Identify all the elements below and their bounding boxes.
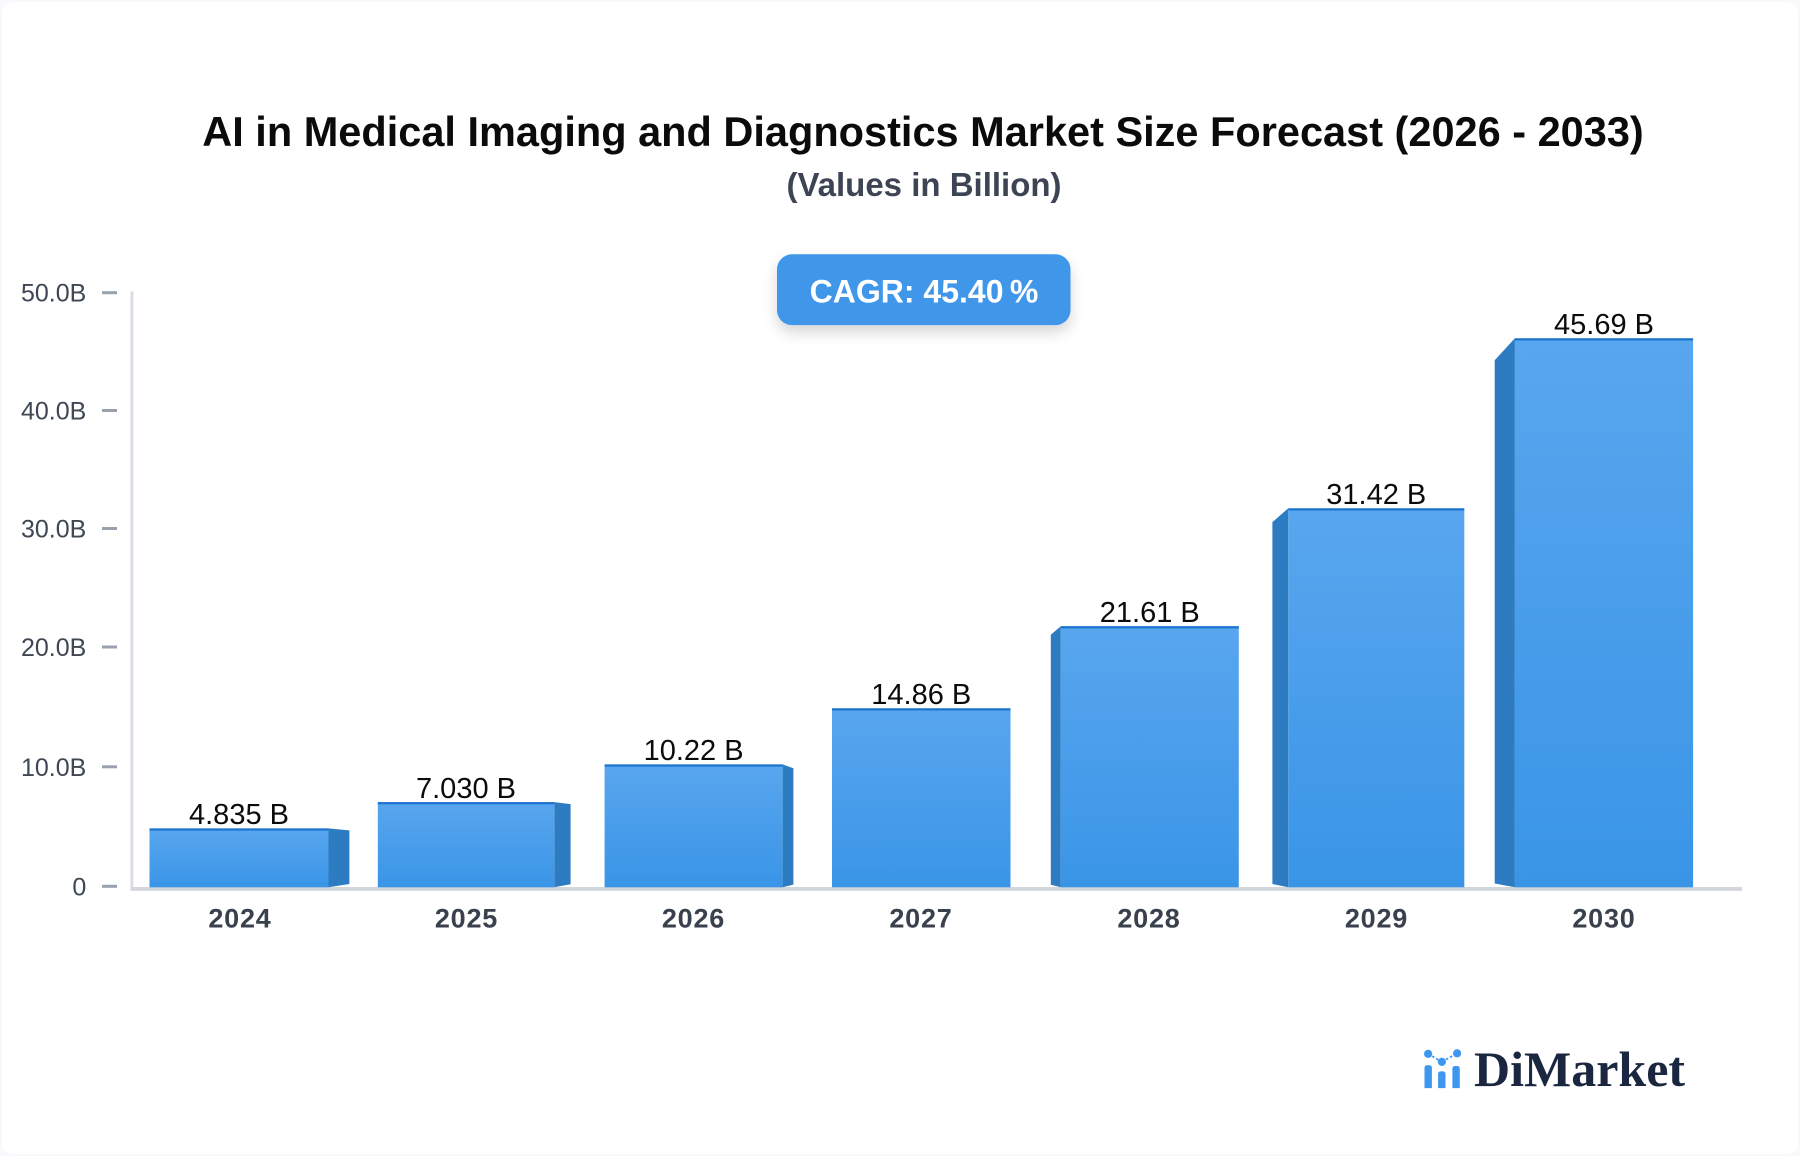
svg-text:45.69 B: 45.69 B [1554,309,1654,341]
svg-text:7.030 B: 7.030 B [416,773,516,805]
svg-text:50.0B: 50.0B [21,280,86,308]
svg-text:2025: 2025 [435,904,498,934]
svg-text:2027: 2027 [889,904,952,934]
svg-text:30.0B: 30.0B [21,516,86,544]
svg-text:40.0B: 40.0B [21,398,86,426]
svg-text:2028: 2028 [1117,904,1180,934]
svg-text:31.42 B: 31.42 B [1326,479,1426,511]
svg-text:4.835 B: 4.835 B [189,799,289,831]
svg-text:AI in Medical Imaging and Diag: AI in Medical Imaging and Diagnostics Ma… [202,108,1643,155]
svg-text:14.86 B: 14.86 B [871,679,971,711]
svg-text:10.22 B: 10.22 B [644,735,744,767]
svg-text:2029: 2029 [1345,904,1408,934]
svg-text:21.61 B: 21.61 B [1100,597,1200,629]
svg-text:(Values in Billion): (Values in Billion) [786,166,1061,203]
svg-text:0: 0 [72,873,86,901]
svg-text:DiMarket: DiMarket [1474,1041,1685,1097]
svg-text:20.0B: 20.0B [21,634,86,662]
svg-text:10.0B: 10.0B [21,754,86,782]
svg-text:2026: 2026 [662,904,725,934]
svg-text:2030: 2030 [1572,904,1635,934]
svg-text:2024: 2024 [208,904,271,934]
svg-text:CAGR: 45.40 %: CAGR: 45.40 % [810,274,1039,310]
